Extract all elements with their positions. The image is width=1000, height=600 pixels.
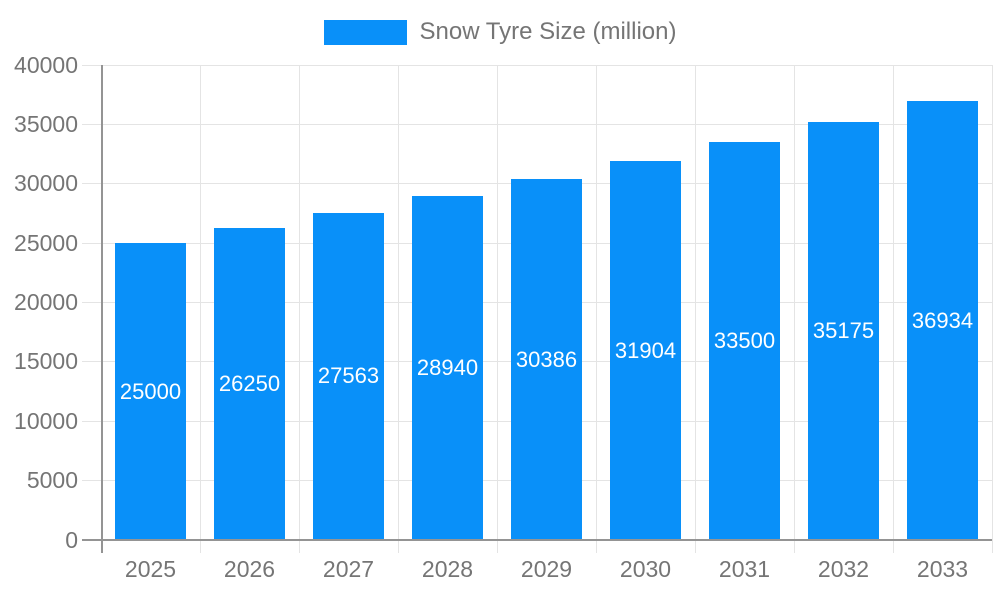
x-tick-label: 2031 [718, 556, 771, 582]
x-tick-label: 2027 [322, 556, 375, 582]
x-tick-label: 2026 [223, 556, 276, 582]
bar-2029[interactable]: 30386 [511, 179, 582, 540]
bar-2028[interactable]: 28940 [412, 196, 483, 540]
legend-label: Snow Tyre Size (million) [419, 18, 677, 45]
y-tick-label: 20000 [14, 289, 78, 315]
y-tick-label: 10000 [14, 407, 78, 434]
y-tick-label: 5000 [26, 467, 78, 494]
gridline-vertical [298, 65, 300, 553]
x-axis-line [82, 539, 992, 541]
gridline-vertical [595, 65, 597, 553]
bar-2025[interactable]: 25000 [115, 243, 186, 540]
bar-2031[interactable]: 33500 [709, 142, 780, 540]
chart-legend: Snow Tyre Size (million) [0, 18, 1000, 46]
gridline-vertical [991, 65, 993, 553]
y-tick-label: 30000 [14, 170, 78, 197]
x-tick-label: 2028 [421, 556, 474, 582]
y-tick-label: 15000 [14, 348, 78, 375]
bar-2030[interactable]: 31904 [610, 161, 681, 540]
bar-value-label: 25000 [119, 378, 182, 404]
bar-2033[interactable]: 36934 [907, 101, 978, 540]
plot-area: 25000 26250 27563 28940 30386 31904 33500 35175… [82, 64, 993, 553]
bar-value-label: 31904 [614, 337, 677, 363]
bar-value-label: 33500 [713, 328, 776, 354]
legend-item[interactable]: Snow Tyre Size (million) [323, 18, 677, 46]
x-tick-label: 2033 [916, 556, 969, 582]
gridline-vertical [892, 65, 894, 553]
bar-value-label: 36934 [911, 307, 974, 333]
x-tick-label: 2032 [817, 556, 870, 582]
x-tick-label: 2030 [619, 556, 672, 582]
gridline-vertical [199, 65, 201, 553]
gridline-horizontal [82, 64, 992, 66]
y-tick-label: 40000 [14, 51, 78, 78]
x-tick-label: 2025 [124, 556, 177, 582]
x-tick-label: 2029 [520, 556, 573, 582]
y-axis-labels: 0 5000 10000 15000 20000 25000 30000 35000 40000 [0, 53, 78, 551]
bar-value-label: 30386 [515, 346, 578, 372]
gridline-vertical [397, 65, 399, 553]
bar-value-label: 28940 [416, 355, 479, 381]
legend-swatch-icon [323, 19, 407, 45]
y-tick-label: 0 [65, 526, 78, 553]
gridline-vertical [496, 65, 498, 553]
bar-value-label: 35175 [812, 318, 875, 344]
gridline-vertical [793, 65, 795, 553]
bar-value-label: 26250 [218, 371, 281, 397]
bar-2027[interactable]: 27563 [313, 212, 384, 540]
bar-2026[interactable]: 26250 [214, 228, 285, 540]
gridline-horizontal [82, 123, 992, 125]
y-tick-label: 25000 [14, 229, 78, 256]
bar-2032[interactable]: 35175 [808, 122, 879, 540]
bar-value-label: 27563 [317, 363, 380, 389]
y-axis-line [101, 65, 103, 553]
y-tick-label: 35000 [14, 110, 78, 137]
x-axis-labels: 2025 2026 2027 2028 2029 2030 2031 2032 2033 [101, 554, 992, 586]
gridline-vertical [694, 65, 696, 553]
